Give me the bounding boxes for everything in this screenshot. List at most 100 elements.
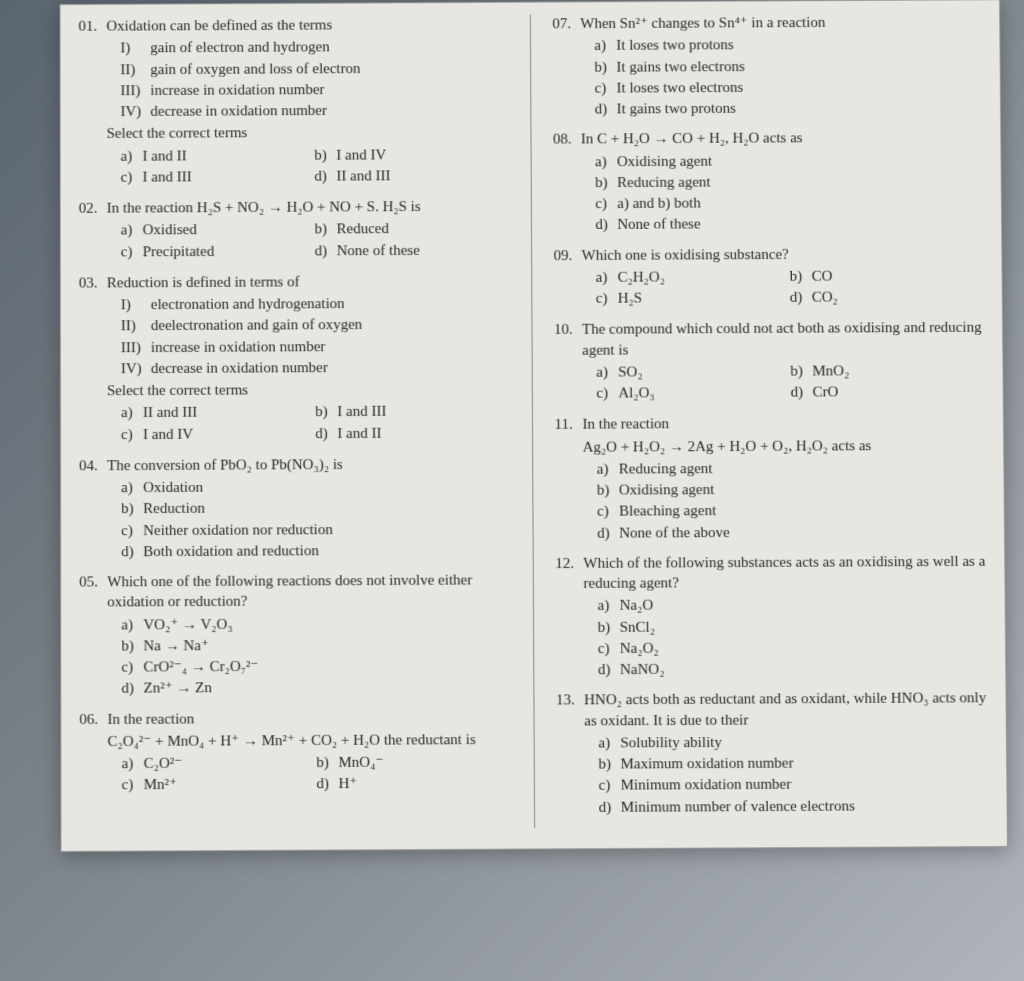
q13-text: HNO₂ acts both as reductant and as oxida… <box>584 688 988 731</box>
option[interactable]: b)Reducing agent <box>595 171 983 193</box>
question-10: 10. The compound which could not act bot… <box>554 318 985 405</box>
option[interactable]: c)Neither oxidation nor reduction <box>121 519 510 541</box>
opt-label: b) <box>790 361 812 381</box>
opt-text: None of these <box>617 213 983 235</box>
option[interactable]: c)I and IV <box>121 424 315 445</box>
option[interactable]: a)Na₂O <box>598 594 987 616</box>
option[interactable]: b)Maximum oxidation number <box>598 753 988 775</box>
opt-label: d) <box>315 424 337 444</box>
option[interactable]: c)Minimum oxidation number <box>599 774 989 796</box>
opt-label: b) <box>315 402 337 422</box>
option[interactable]: b)It gains two electrons <box>594 55 981 77</box>
opt-label: c) <box>121 425 143 445</box>
option[interactable]: a)Solubility ability <box>598 731 988 753</box>
option[interactable]: a)SO₂ <box>596 361 790 382</box>
option[interactable]: b)CO <box>790 266 984 287</box>
option[interactable]: d)None of these <box>595 213 983 235</box>
option[interactable]: d)H⁺ <box>316 773 511 794</box>
question-04: 04. The conversion of PbO₂ to Pb(NO₃)₂ i… <box>79 454 510 563</box>
opt-label: c) <box>121 521 143 541</box>
option[interactable]: a)II and III <box>121 402 315 423</box>
question-06: 06. In the reaction C₂O₄²⁻ + MnO₄ + H⁺ →… <box>79 707 511 797</box>
opt-text: Oxidising agent <box>617 150 983 172</box>
option[interactable]: a)Oxidised <box>121 220 315 241</box>
option[interactable]: a)Oxidation <box>121 476 510 498</box>
option[interactable]: b)Reduction <box>121 497 510 519</box>
option[interactable]: c)Bleaching agent <box>597 500 986 522</box>
option[interactable]: b)I and III <box>315 401 509 422</box>
q03-subprompt: Select the correct terms <box>107 379 509 401</box>
q02-num: 02. <box>79 199 107 219</box>
option[interactable]: a)Oxidising agent <box>595 150 983 172</box>
option[interactable]: d)CrO <box>790 382 984 403</box>
option[interactable]: b)I and IV <box>314 144 508 165</box>
q06-num: 06. <box>79 709 107 729</box>
opt-text: Al₂O₃ <box>618 383 790 404</box>
opt-label: b) <box>598 617 620 637</box>
q03-num: 03. <box>79 273 107 293</box>
option[interactable]: b)SnCl₂ <box>598 615 987 637</box>
option[interactable]: c)a) and b) both <box>595 192 983 214</box>
option[interactable]: d)CO₂ <box>790 287 984 308</box>
opt-text: Mn²⁺ <box>144 774 317 795</box>
option[interactable]: a)I and II <box>121 145 315 166</box>
opt-text: Solubility ability <box>620 731 988 753</box>
option[interactable]: d)Both oxidation and reduction <box>121 540 510 562</box>
q01-roman-label: III) <box>120 81 150 101</box>
option[interactable]: d)II and III <box>314 165 508 186</box>
opt-label: c) <box>594 78 616 98</box>
opt-text: It loses two protons <box>616 34 981 56</box>
option[interactable]: d)I and II <box>315 423 509 444</box>
option[interactable]: d)It gains two protons <box>595 98 983 120</box>
option[interactable]: b)Na → Na⁺ <box>121 634 510 656</box>
opt-text: CO₂ <box>812 287 984 308</box>
q11-text2: Ag₂O + H₂O₂ → 2Ag + H₂O + O₂, H₂O₂ acts … <box>583 435 986 457</box>
option[interactable]: d)None of these <box>315 240 509 261</box>
opt-label: c) <box>599 776 621 796</box>
option[interactable]: c)I and III <box>121 167 315 188</box>
q02-text: In the reaction H₂S + NO₂ → H₂O + NO + S… <box>107 197 509 219</box>
opt-text: Oxidising agent <box>619 479 986 501</box>
question-03: 03. Reduction is defined in terms of I)e… <box>79 271 510 446</box>
opt-label: d) <box>595 215 617 235</box>
option[interactable]: a)Reducing agent <box>597 457 986 479</box>
option[interactable]: b)Oxidising agent <box>597 479 986 501</box>
q08-text: In C + H₂O → CO + H₂, H₂O acts as <box>581 128 983 150</box>
option[interactable]: c)H₂S <box>596 288 790 309</box>
option[interactable]: b)Reduced <box>315 219 509 240</box>
option[interactable]: a)C₂O²⁻ <box>122 753 317 774</box>
option[interactable]: b)MnO₄⁻ <box>316 752 511 773</box>
opt-text: Minimum number of valence electrons <box>621 795 989 817</box>
option[interactable]: d)Zn²⁺ → Zn <box>121 677 510 699</box>
q01-roman-text: gain of electron and hydrogen <box>150 38 329 59</box>
opt-label: d) <box>316 774 338 794</box>
option[interactable]: d)None of the above <box>597 521 986 543</box>
option[interactable]: d)Minimum number of valence electrons <box>599 795 989 817</box>
option[interactable]: c)It loses two electrons <box>594 76 982 98</box>
opt-text: None of these <box>337 240 509 261</box>
option[interactable]: a)VO₂⁺ → V₂O₃ <box>121 613 510 635</box>
option[interactable]: a)It loses two protons <box>594 34 981 56</box>
q09-num: 09. <box>554 246 582 266</box>
opt-label: a) <box>121 615 143 635</box>
opt-label: b) <box>315 220 337 240</box>
opt-text: CO <box>812 266 984 287</box>
opt-label: a) <box>597 459 619 479</box>
option[interactable]: d)NaNO₂ <box>598 658 987 680</box>
opt-label: b) <box>598 754 620 774</box>
question-08: 08. In C + H₂O → CO + H₂, H₂O acts as a)… <box>553 128 983 236</box>
option[interactable]: c)Na₂O₂ <box>598 637 987 659</box>
option[interactable]: a)C₂H₂O₂ <box>596 267 790 288</box>
opt-text: Oxidised <box>143 220 315 241</box>
opt-text: VO₂⁺ → V₂O₃ <box>143 613 510 635</box>
option[interactable]: b)MnO₂ <box>790 360 984 381</box>
option[interactable]: c)Al₂O₃ <box>596 383 790 404</box>
question-09: 09. Which one is oxidising substance? a)… <box>554 243 984 310</box>
opt-label: d) <box>595 100 617 120</box>
option[interactable]: c)Mn²⁺ <box>122 774 317 795</box>
q10-num: 10. <box>554 320 582 340</box>
column-divider <box>529 15 534 829</box>
opt-text: Zn²⁺ → Zn <box>143 677 510 699</box>
option[interactable]: c)Precipitated <box>121 241 315 262</box>
option[interactable]: c)CrO²⁻₄ → Cr₂O₇²⁻ <box>121 656 510 678</box>
